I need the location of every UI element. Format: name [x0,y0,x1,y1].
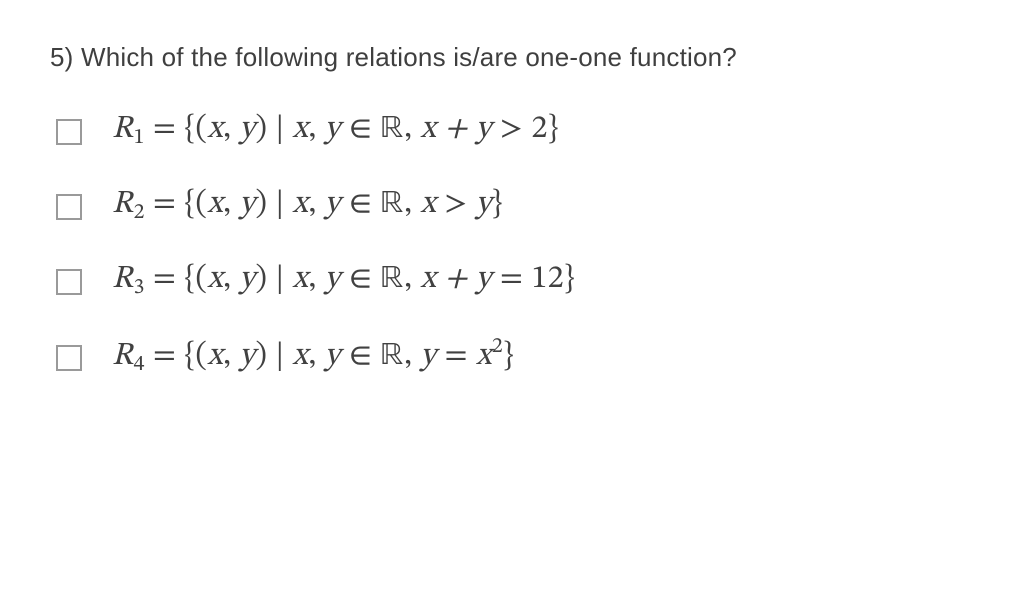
question-text: 5) Which of the following relations is/a… [50,42,974,73]
checkbox-r3[interactable] [56,269,82,295]
option-r1-label: R1 = {(x, y) | x, y ∈ ℝ, x + y > 2} [112,109,559,152]
option-r3[interactable]: R3 = {(x, y) | x, y ∈ ℝ, x + y = 12} [56,259,974,302]
option-r3-label: R3 = {(x, y) | x, y ∈ ℝ, x + y = 12} [112,259,575,302]
checkbox-r2[interactable] [56,194,82,220]
option-r2-label: R2 = {(x, y) | x, y ∈ ℝ, x > y} [112,184,503,227]
option-r4[interactable]: R4 = {(x, y) | x, y ∈ ℝ, y = x2} [56,334,974,379]
checkbox-r1[interactable] [56,119,82,145]
checkbox-r4[interactable] [56,345,82,371]
question-body: Which of the following relations is/are … [81,42,737,72]
question-number: 5) [50,42,74,72]
option-r2[interactable]: R2 = {(x, y) | x, y ∈ ℝ, x > y} [56,184,974,227]
question-container: 5) Which of the following relations is/a… [0,0,1024,421]
options-list: R1 = {(x, y) | x, y ∈ ℝ, x + y > 2} R2 =… [50,109,974,379]
option-r1[interactable]: R1 = {(x, y) | x, y ∈ ℝ, x + y > 2} [56,109,974,152]
option-r4-label: R4 = {(x, y) | x, y ∈ ℝ, y = x2} [112,334,514,379]
